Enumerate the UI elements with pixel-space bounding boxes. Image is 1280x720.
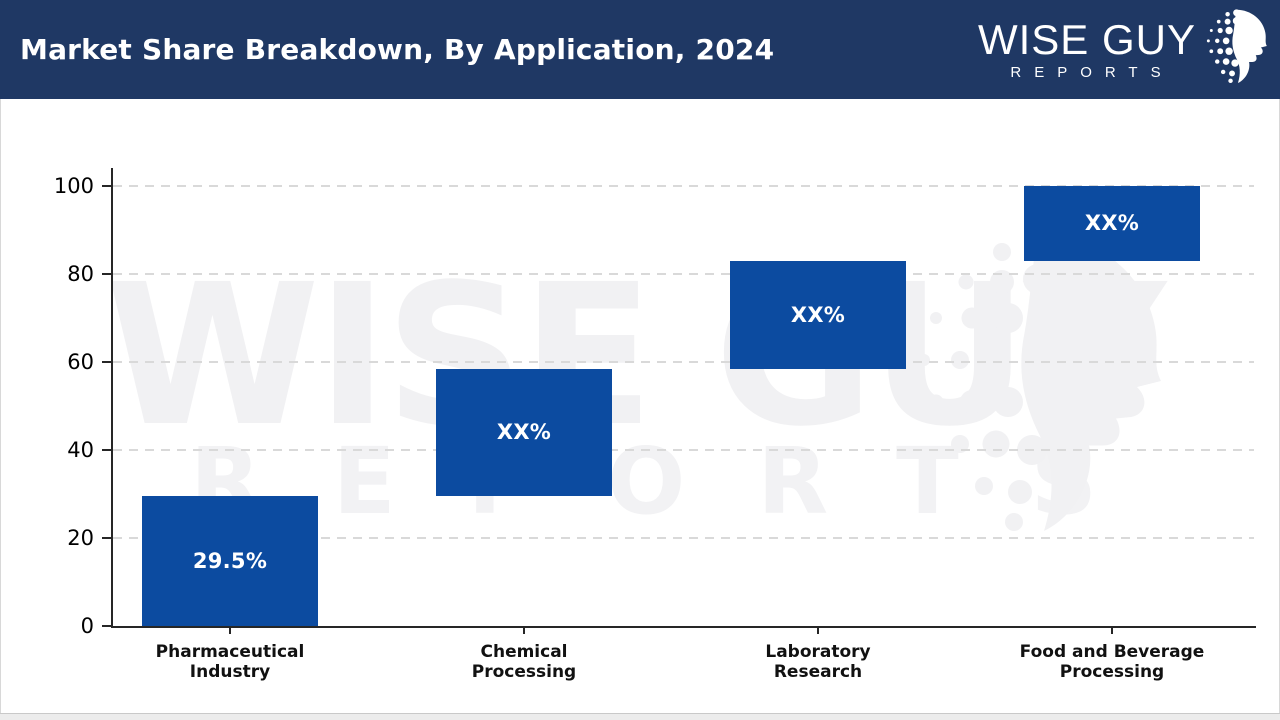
y-tick-label: 80 [67, 262, 94, 286]
bar: XX% [1024, 186, 1200, 261]
category-label-line: Chemical [480, 642, 568, 662]
gridline [113, 537, 1254, 539]
y-tick-label: 20 [67, 526, 94, 550]
wiseguy-logo: WISE GUY REPORTS [978, 5, 1272, 93]
category-label: Laboratory Research [668, 642, 968, 682]
category-label-line: Research [773, 662, 863, 682]
plot-area: 0 20 40 60 80 100 29.5% Pharmaceutical Industry X… [0, 99, 1280, 714]
bar-value-label: 29.5% [192, 549, 268, 574]
x-tick [1111, 628, 1113, 634]
header: Market Share Breakdown, By Application, … [0, 0, 1280, 99]
category-label-line: Processing [471, 662, 577, 682]
bar: XX% [436, 368, 612, 497]
logo-subtitle: REPORTS [1010, 63, 1174, 81]
category-label-line: Industry [189, 662, 271, 682]
gridline [113, 449, 1254, 451]
bar-value-label: XX% [496, 420, 552, 445]
bar: 29.5% [142, 496, 318, 626]
bar-value-label: XX% [790, 302, 846, 327]
category-label: Food and Beverage Processing [962, 642, 1262, 682]
y-tick [102, 625, 111, 627]
y-tick [102, 273, 111, 275]
footer-divider [0, 713, 1280, 714]
wiseguy-head-icon [1206, 9, 1267, 84]
y-tick [102, 537, 111, 539]
gridline [113, 361, 1254, 363]
gridline [113, 185, 1254, 187]
logo-text: WISE GUY REPORTS [977, 15, 1196, 81]
y-tick-label: 60 [67, 350, 94, 374]
y-tick-label: 40 [67, 438, 94, 462]
y-tick [102, 361, 111, 363]
chart-title: Market Share Breakdown, By Application, … [20, 33, 775, 66]
y-tick-label: 0 [80, 614, 94, 638]
left-border [0, 99, 1, 714]
y-tick [102, 449, 111, 451]
category-label-line: Laboratory [765, 642, 871, 662]
category-label: Pharmaceutical Industry [80, 642, 380, 682]
x-tick [817, 628, 819, 634]
y-tick-label: 100 [53, 174, 94, 198]
y-axis-line [111, 168, 113, 628]
bar-value-label: XX% [1084, 211, 1140, 236]
x-tick [523, 628, 525, 634]
logo-wordmark: WISE GUY [977, 15, 1196, 63]
footer-strip [0, 714, 1280, 720]
x-tick [229, 628, 231, 634]
x-axis-line [111, 626, 1256, 628]
category-label-line: Processing [1059, 662, 1165, 682]
category-label: Chemical Processing [374, 642, 674, 682]
gridline [113, 273, 1254, 275]
bar: XX% [730, 260, 906, 369]
y-tick [102, 185, 111, 187]
category-label-line: Pharmaceutical [155, 642, 305, 662]
category-label-line: Food and Beverage [1019, 642, 1205, 662]
